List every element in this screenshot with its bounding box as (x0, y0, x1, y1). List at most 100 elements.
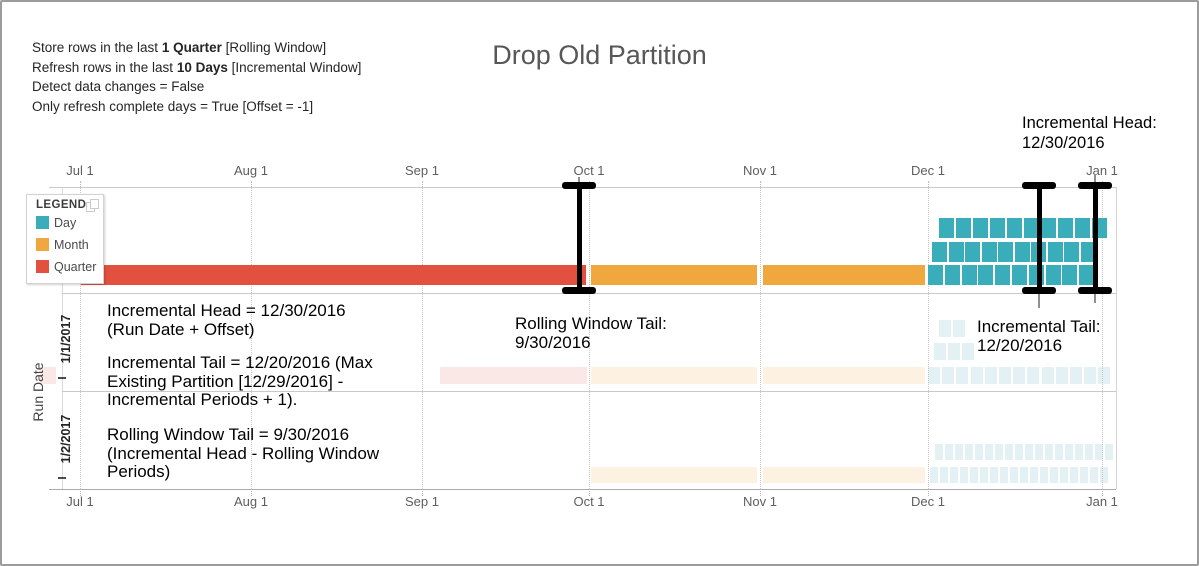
annotation-incremental-tail-calc-line: Incremental Tail = 12/20/2016 (Max (107, 353, 373, 372)
grid-line-Aug1 (251, 187, 252, 489)
day-square (1020, 467, 1028, 483)
config-line-4: Only refresh complete days = True [Offse… (32, 98, 314, 114)
axis-label-bottom-Aug1: Aug 1 (234, 494, 268, 509)
day-square (1015, 242, 1030, 262)
faint-quarter-stub-run1 (40, 367, 56, 384)
faint-month-bar-oct-run2 (591, 467, 757, 483)
day-square (945, 444, 953, 460)
config-summary: Store rows in the last 1 Quarter [Rollin… (32, 38, 361, 116)
day-square (956, 218, 971, 238)
day-square (990, 218, 1005, 238)
axis-label-bottom-Nov1: Nov 1 (743, 494, 777, 509)
annotation-rolling-window-tail-line: 9/30/2016 (515, 332, 591, 352)
axis-label-top-Oct1: Oct 1 (573, 163, 605, 178)
annotation-incremental-head-calc: Incremental Head = 12/30/2016 (Run Date +… (107, 301, 346, 339)
day-square (948, 343, 960, 360)
day-square (1070, 467, 1078, 483)
day-square (928, 265, 943, 285)
chart-title: Drop Old Partition (492, 40, 707, 70)
run-date-axis-title: Run Date (30, 362, 46, 422)
grid-line-Jan1 (1102, 187, 1103, 489)
axis-tick-bottom (589, 489, 590, 496)
annotation-rolling-window-tail-calc-line: Rolling Window Tail = 9/30/2016 (107, 425, 350, 444)
axis-tick-top (928, 181, 929, 187)
axis-tick-top (251, 181, 252, 187)
config-line-3: Detect data changes = False (32, 79, 205, 94)
axis-label-bottom-Sep1: Sep 1 (405, 494, 439, 509)
annotation-incremental-tail-line: 12/20/2016 (977, 335, 1063, 355)
plot-border-bottom (49, 489, 1116, 490)
config-line-2: Refresh rows in the last 10 Days [Increm… (32, 59, 362, 75)
day-square (1055, 444, 1063, 460)
marker-rolling-window-tail-line (576, 185, 582, 291)
day-square (985, 367, 997, 384)
axis-label-bottom-Dec1: Dec 1 (911, 494, 945, 509)
faint-quarter-bar-run1 (440, 367, 587, 384)
marker-stub (578, 177, 580, 183)
day-square (1010, 467, 1018, 483)
day-square (985, 444, 993, 460)
axis-label-top-Jan1: Jan 1 (1086, 163, 1118, 178)
day-square (1075, 444, 1083, 460)
copy-icon-front-square (89, 199, 99, 209)
annotation-rolling-window-tail-calc: Rolling Window Tail = 9/30/2016 (Incremen… (107, 425, 380, 482)
day-square (950, 467, 958, 483)
day-square (960, 467, 968, 483)
plot-border-right (1116, 187, 1117, 489)
day-square (1015, 444, 1023, 460)
axis-tick-bottom (760, 489, 761, 496)
annotation-incremental-head-calc-line: Incremental Head = 12/30/2016 (107, 301, 346, 320)
day-square (1090, 467, 1098, 483)
day-square (934, 343, 946, 360)
row-axis-tick (58, 477, 66, 479)
annotation-incremental-tail-calc: Incremental Tail = 12/20/2016 (Max Existi… (107, 353, 373, 410)
day-square (973, 218, 988, 238)
axis-tick-bottom (422, 489, 423, 496)
legend-label: Quarter (54, 260, 97, 274)
day-square (1045, 444, 1053, 460)
config-line-1: Store rows in the last 1 Quarter [Rollin… (32, 40, 327, 55)
day-square (1098, 367, 1110, 384)
axis-label-top-Jul1: Jul 1 (66, 163, 94, 178)
day-square (978, 265, 993, 285)
quarter-bar-jul-sep (81, 265, 586, 285)
legend-swatch-quarter (36, 260, 49, 273)
axis-tick-bottom (80, 489, 81, 496)
day-square (1024, 218, 1039, 238)
day-square (1048, 242, 1063, 262)
axis-label-top-Dec1: Dec 1 (911, 163, 945, 178)
day-square (942, 367, 954, 384)
day-square (1050, 467, 1058, 483)
day-square (939, 320, 951, 337)
axis-label-bottom-Jan1: Jan 1 (1086, 494, 1118, 509)
legend-label: Day (54, 216, 77, 230)
day-square (953, 320, 965, 337)
day-square (1079, 265, 1094, 285)
day-square (1060, 467, 1068, 483)
axis-tick-top (80, 181, 81, 187)
day-square (1040, 467, 1048, 483)
day-square (956, 367, 968, 384)
day-square (998, 242, 1013, 262)
axis-label-bottom-Oct1: Oct 1 (573, 494, 605, 509)
legend-swatch-day (36, 216, 49, 229)
day-square (1056, 367, 1068, 384)
annotation-rolling-window-tail-calc-line: (Incremental Head - Rolling Window (107, 443, 380, 463)
copy-icon[interactable] (86, 199, 99, 212)
day-square (1000, 467, 1008, 483)
day-square (995, 265, 1010, 285)
annotation-incremental-tail-line: Incremental Tail: (977, 317, 1101, 336)
month-bar-oct (591, 265, 757, 285)
day-square (1013, 367, 1025, 384)
day-square (1007, 218, 1022, 238)
day-square (1081, 242, 1096, 262)
day-square (1046, 265, 1061, 285)
day-square (1042, 367, 1054, 384)
marker-stub (1094, 294, 1096, 303)
day-square (962, 265, 977, 285)
annotation-incremental-tail-calc-line: Existing Partition [12/29/2016] - (107, 371, 344, 391)
grid-line-Sep1 (422, 187, 423, 489)
day-square (1030, 467, 1038, 483)
axis-tick-top (760, 181, 761, 187)
legend-swatch-month (36, 238, 49, 251)
